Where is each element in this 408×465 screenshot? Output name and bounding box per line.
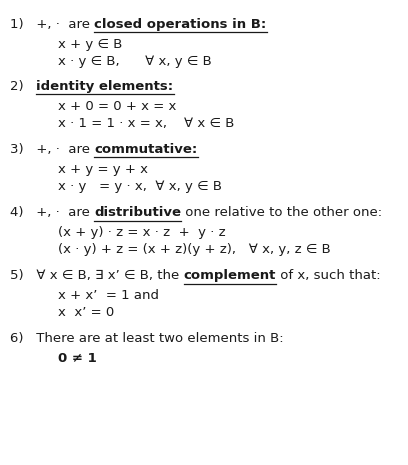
Text: 6)   There are at least two elements in B:: 6) There are at least two elements in B:: [10, 332, 284, 345]
Text: commutative:: commutative:: [94, 143, 197, 156]
Text: x + y = y + x: x + y = y + x: [58, 163, 148, 176]
Text: identity elements:: identity elements:: [36, 80, 173, 93]
Text: 1)   +, ·  are: 1) +, · are: [10, 18, 94, 31]
Text: x + x’  = 1 and: x + x’ = 1 and: [58, 289, 159, 302]
Text: of x, such that:: of x, such that:: [276, 269, 381, 282]
Text: x · y ∈ B,      ∀ x, y ∈ B: x · y ∈ B, ∀ x, y ∈ B: [58, 55, 212, 68]
Text: one relative to the other one:: one relative to the other one:: [181, 206, 382, 219]
Text: x + y ∈ B: x + y ∈ B: [58, 38, 122, 51]
Text: (x + y) · z = x · z  +  y · z: (x + y) · z = x · z + y · z: [58, 226, 226, 239]
Text: complement: complement: [184, 269, 276, 282]
Text: x + 0 = 0 + x = x: x + 0 = 0 + x = x: [58, 100, 176, 113]
Text: x · y   = y · x,  ∀ x, y ∈ B: x · y = y · x, ∀ x, y ∈ B: [58, 180, 222, 193]
Text: distributive: distributive: [94, 206, 181, 219]
Text: x  x’ = 0: x x’ = 0: [58, 306, 114, 319]
Text: 5)   ∀ x ∈ B, ∃ x’ ∈ B, the: 5) ∀ x ∈ B, ∃ x’ ∈ B, the: [10, 269, 184, 282]
Text: 2): 2): [10, 80, 36, 93]
Text: (x · y) + z = (x + z)(y + z),   ∀ x, y, z ∈ B: (x · y) + z = (x + z)(y + z), ∀ x, y, z …: [58, 243, 331, 256]
Text: closed operations in B:: closed operations in B:: [94, 18, 266, 31]
Text: 0 ≠ 1: 0 ≠ 1: [58, 352, 97, 365]
Text: x · 1 = 1 · x = x,    ∀ x ∈ B: x · 1 = 1 · x = x, ∀ x ∈ B: [58, 117, 234, 130]
Text: 4)   +, ·  are: 4) +, · are: [10, 206, 94, 219]
Text: 3)   +, ·  are: 3) +, · are: [10, 143, 94, 156]
